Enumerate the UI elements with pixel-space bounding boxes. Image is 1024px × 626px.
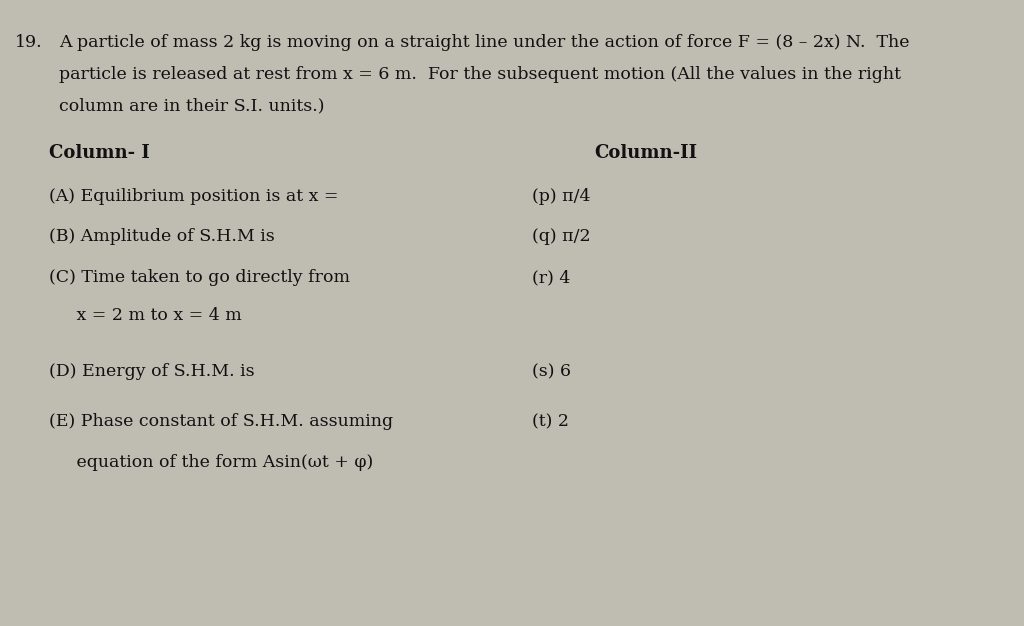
Text: (D) Energy of S.H.M. is: (D) Energy of S.H.M. is — [49, 363, 255, 380]
Text: 19.: 19. — [15, 34, 43, 51]
Text: particle is released at rest from x = 6 m.  For the subsequent motion (All the v: particle is released at rest from x = 6 … — [59, 66, 901, 83]
Text: equation of the form Asin(ωt + φ): equation of the form Asin(ωt + φ) — [49, 454, 374, 471]
Text: (r) 4: (r) 4 — [532, 269, 570, 286]
Text: (s) 6: (s) 6 — [532, 363, 571, 380]
Text: (q) π/2: (q) π/2 — [532, 228, 591, 245]
Text: Column- I: Column- I — [49, 144, 151, 162]
Text: Column-II: Column-II — [594, 144, 697, 162]
Text: (p) π/4: (p) π/4 — [532, 188, 591, 205]
Text: x = 2 m to x = 4 m: x = 2 m to x = 4 m — [49, 307, 242, 324]
Text: A particle of mass 2 kg is moving on a straight line under the action of force F: A particle of mass 2 kg is moving on a s… — [59, 34, 910, 51]
Text: (A) Equilibrium position is at x =: (A) Equilibrium position is at x = — [49, 188, 339, 205]
Text: (E) Phase constant of S.H.M. assuming: (E) Phase constant of S.H.M. assuming — [49, 413, 393, 430]
Text: (C) Time taken to go directly from: (C) Time taken to go directly from — [49, 269, 350, 286]
Text: (B) Amplitude of S.H.M is: (B) Amplitude of S.H.M is — [49, 228, 274, 245]
Text: (t) 2: (t) 2 — [532, 413, 569, 430]
Text: column are in their S.I. units.): column are in their S.I. units.) — [59, 97, 325, 114]
